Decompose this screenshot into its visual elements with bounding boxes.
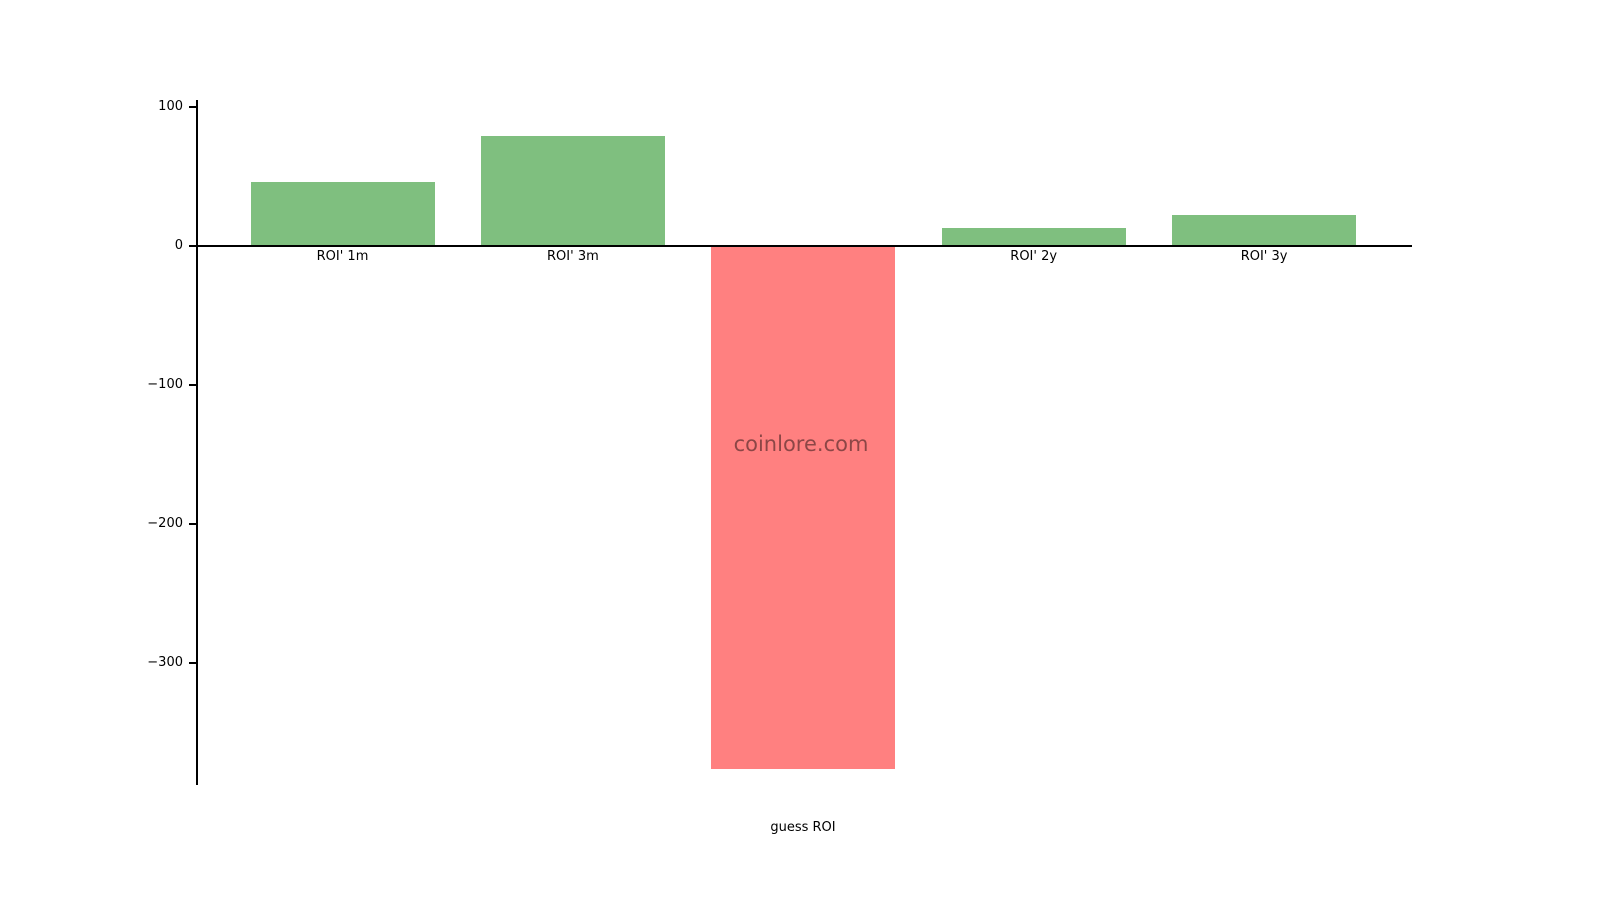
bar-roi-1m (250, 181, 435, 246)
bar-roi-2y (941, 227, 1126, 246)
bar-roi-3m (480, 136, 665, 246)
x-category-label: ROI' 3y (1240, 248, 1288, 264)
watermark-text: coinlore.com (733, 432, 869, 456)
y-tick-mark (189, 105, 196, 108)
x-category-label: ROI' 3m (547, 248, 599, 264)
bar-unlabeled (711, 246, 896, 770)
y-tick-label: −100 (147, 377, 183, 393)
x-category-label: ROI' 2y (1010, 248, 1058, 264)
y-tick-mark (189, 522, 196, 525)
y-axis-spine (196, 100, 198, 785)
x-axis-zero-line (196, 244, 1412, 247)
y-tick-label: 0 (174, 238, 183, 254)
y-tick-mark (189, 244, 196, 247)
y-tick-label: 100 (158, 99, 183, 115)
y-tick-label: −300 (147, 655, 183, 671)
bar-roi-3y (1172, 215, 1357, 246)
x-category-label: ROI' 1m (316, 248, 369, 264)
y-tick-mark (189, 383, 196, 386)
x-axis-title: guess ROI (770, 820, 836, 835)
y-tick-mark (189, 661, 196, 664)
y-tick-label: −200 (147, 516, 183, 532)
